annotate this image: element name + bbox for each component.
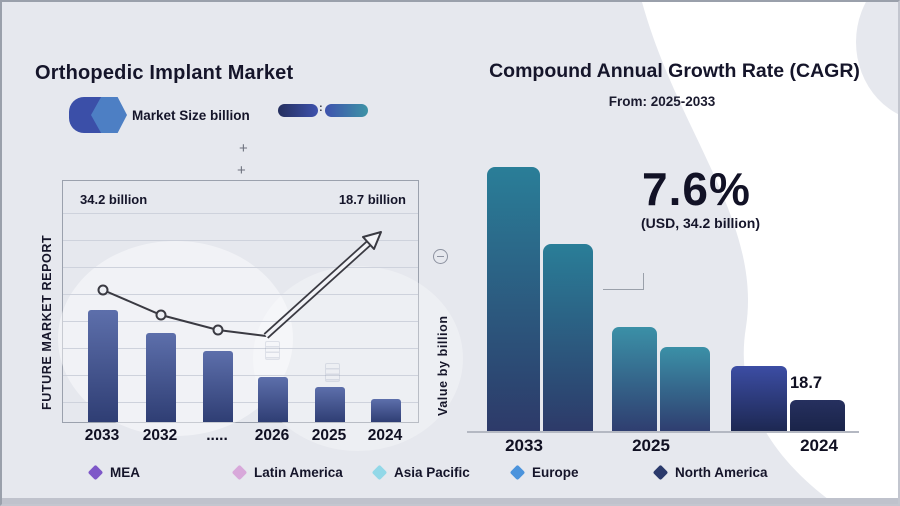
minus-circle-icon xyxy=(433,249,448,264)
bar-2025 xyxy=(315,387,345,422)
left-panel-title: Orthopedic Implant Market xyxy=(35,62,294,84)
gridline xyxy=(63,348,418,349)
right-x-axis-line xyxy=(467,431,859,433)
ratio-separator: : xyxy=(319,102,323,114)
gridline xyxy=(63,240,418,241)
value-axis-label: Value by billion xyxy=(436,315,450,416)
left-side-watermark-label: FUTURE MARKET REPORT xyxy=(40,234,54,410)
cagr-bar-2033-a xyxy=(487,167,540,431)
annotation-start-value: 34.2 billion xyxy=(80,192,148,207)
diamond-icon xyxy=(231,464,248,481)
cagr-bar-2033-b xyxy=(543,244,593,431)
series-legend-label: Market Size billion xyxy=(132,108,250,123)
x-tick-label: 2024 xyxy=(800,436,838,455)
gridline xyxy=(63,375,418,376)
cagr-caption: (USD, 34.2 billion) xyxy=(641,215,761,231)
bar-intermediate xyxy=(203,351,233,422)
market-size-chart: 34.2 billion 18.7 billion xyxy=(58,180,463,451)
cagr-value: 7.6% xyxy=(642,163,751,215)
diamond-icon xyxy=(371,464,388,481)
legend-label: MEA xyxy=(110,465,140,480)
legend-item-latin-america: Latin America xyxy=(231,464,343,481)
x-tick-label: 2025 xyxy=(311,427,347,444)
cagr-bar-2025-b xyxy=(660,347,710,431)
step-bracket-decoration xyxy=(603,273,644,290)
diamond-icon xyxy=(87,464,104,481)
legend-label: Asia Pacific xyxy=(394,465,470,480)
annotation-end-value: 18.7 billion xyxy=(338,192,406,207)
market-size-pill-icon xyxy=(69,97,127,133)
gridline xyxy=(63,267,418,268)
bar-2032 xyxy=(146,333,176,422)
ghost-clipboard-icon xyxy=(325,363,340,382)
x-tick-label: 2033 xyxy=(84,427,120,444)
legend-label: Latin America xyxy=(254,465,343,480)
legend-item-mea: MEA xyxy=(87,464,140,481)
x-tick-label: ..... xyxy=(206,427,228,444)
bar-2026 xyxy=(258,377,288,422)
cagr-bar-2024-a xyxy=(731,366,787,431)
background-blob xyxy=(253,266,463,451)
ratio-pill-teal xyxy=(325,104,368,117)
diamond-icon xyxy=(509,464,526,481)
gridline xyxy=(63,294,418,295)
x-tick-label: 2026 xyxy=(254,427,290,444)
x-tick-label: 2025 xyxy=(632,436,670,455)
plus-decoration-icon: + xyxy=(237,162,246,179)
ghost-clipboard-icon xyxy=(265,341,280,360)
legend-item-asia-pacific: Asia Pacific xyxy=(371,464,470,481)
x-tick-label: 2024 xyxy=(367,427,403,444)
x-tick-label: 2032 xyxy=(142,427,178,444)
bar-2024 xyxy=(371,399,401,422)
right-panel-title: Compound Annual Growth Rate (CAGR) xyxy=(489,60,860,82)
plus-decoration-icon: + xyxy=(239,140,248,157)
cagr-bar-2025-a xyxy=(612,327,657,431)
bar-value-label: 18.7 xyxy=(790,374,823,392)
bar-2033 xyxy=(88,310,118,422)
cagr-bar-2024-b xyxy=(790,400,845,431)
diamond-icon xyxy=(652,464,669,481)
legend-label: Europe xyxy=(532,465,579,480)
legend-item-north-america: North America xyxy=(652,464,768,481)
ratio-pill-dark xyxy=(278,104,318,117)
hexagon-icon xyxy=(91,97,127,133)
gridline xyxy=(63,213,418,214)
trend-line-and-arrow xyxy=(97,231,382,339)
legend-item-europe: Europe xyxy=(509,464,579,481)
gridline xyxy=(63,402,418,403)
legend-label: North America xyxy=(675,465,768,480)
gridline xyxy=(63,321,418,322)
bottom-edge-strip xyxy=(2,498,898,504)
right-panel-subtitle: From: 2025-2033 xyxy=(608,94,716,109)
x-tick-label: 2033 xyxy=(505,436,543,455)
